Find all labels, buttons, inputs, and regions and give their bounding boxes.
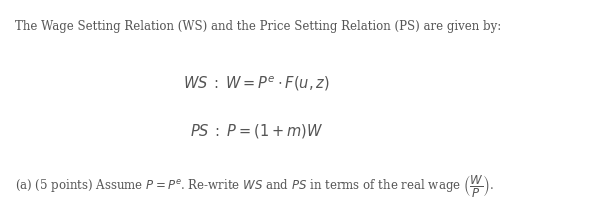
Text: $\mathit{PS}\;:\;P = (1+m)W$: $\mathit{PS}\;:\;P = (1+m)W$	[190, 122, 323, 140]
Text: (a) (5 points) Assume $P = P^e$. Re-write $\mathit{WS}$ and $\mathit{PS}$ in ter: (a) (5 points) Assume $P = P^e$. Re-writ…	[15, 173, 494, 199]
Text: The Wage Setting Relation (WS) and the Price Setting Relation (PS) are given by:: The Wage Setting Relation (WS) and the P…	[15, 20, 502, 33]
Text: $\mathit{WS}\;:\;W = P^e \cdot F(u, z)$: $\mathit{WS}\;:\;W = P^e \cdot F(u, z)$	[183, 74, 330, 92]
